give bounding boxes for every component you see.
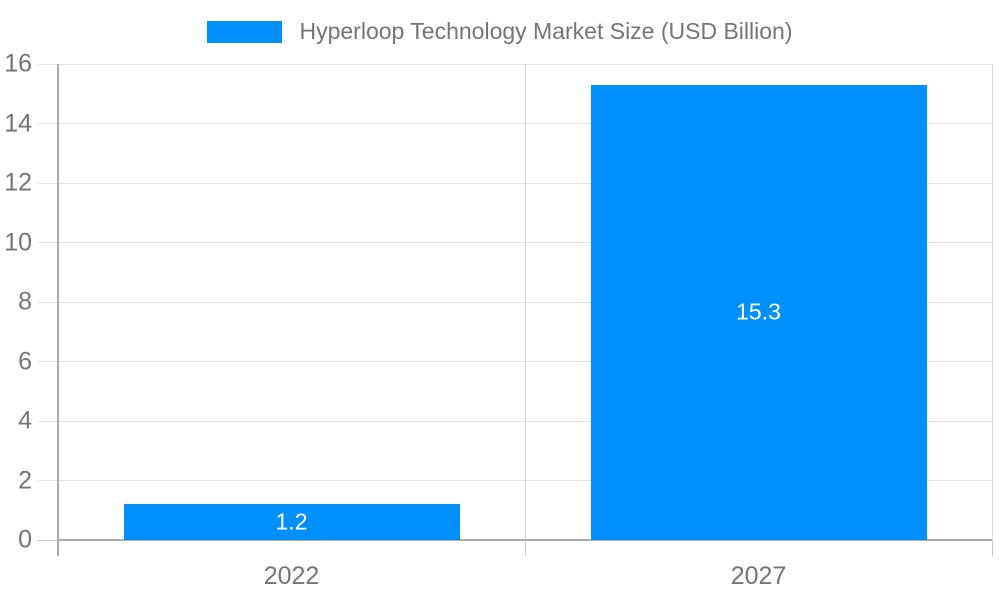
- x-gridline: [524, 64, 526, 540]
- y-gridline: [38, 242, 992, 243]
- y-gridline: [38, 182, 992, 184]
- y-axis-label: 2: [18, 466, 32, 494]
- y-axis-label: 16: [4, 49, 32, 78]
- y-gridline: [38, 301, 992, 303]
- x-axis-label: 2027: [730, 562, 787, 590]
- y-axis-label: 0: [18, 525, 32, 554]
- y-gridline: [38, 63, 992, 65]
- chart-title: Hyperloop Technology Market Size (USD Bi…: [299, 18, 793, 44]
- legend-swatch: [207, 20, 283, 43]
- x-tick: [991, 540, 993, 556]
- chart-legend: Hyperloop Technology Market Size (USD Bi…: [0, 18, 1000, 45]
- bar-2022[interactable]: [123, 504, 460, 540]
- y-gridline: [38, 420, 992, 422]
- y-gridline: [38, 361, 992, 362]
- x-tick: [524, 540, 526, 556]
- legend-item-market-size[interactable]: Hyperloop Technology Market Size (USD Bi…: [207, 18, 793, 45]
- y-axis-label: 10: [4, 228, 32, 256]
- y-axis-label: 4: [18, 406, 32, 435]
- y-axis-label: 8: [18, 287, 32, 316]
- y-axis-line: [57, 64, 59, 556]
- x-axis-label: 2022: [263, 562, 320, 590]
- x-gridline: [991, 64, 993, 540]
- y-gridline: [38, 480, 992, 481]
- y-tick: [38, 539, 58, 541]
- y-gridline: [38, 123, 992, 124]
- x-axis-line: [58, 539, 992, 541]
- bar-2027[interactable]: [590, 84, 927, 540]
- y-axis-label: 14: [4, 109, 32, 137]
- y-axis-label: 6: [18, 347, 32, 375]
- y-axis-label: 12: [4, 168, 32, 197]
